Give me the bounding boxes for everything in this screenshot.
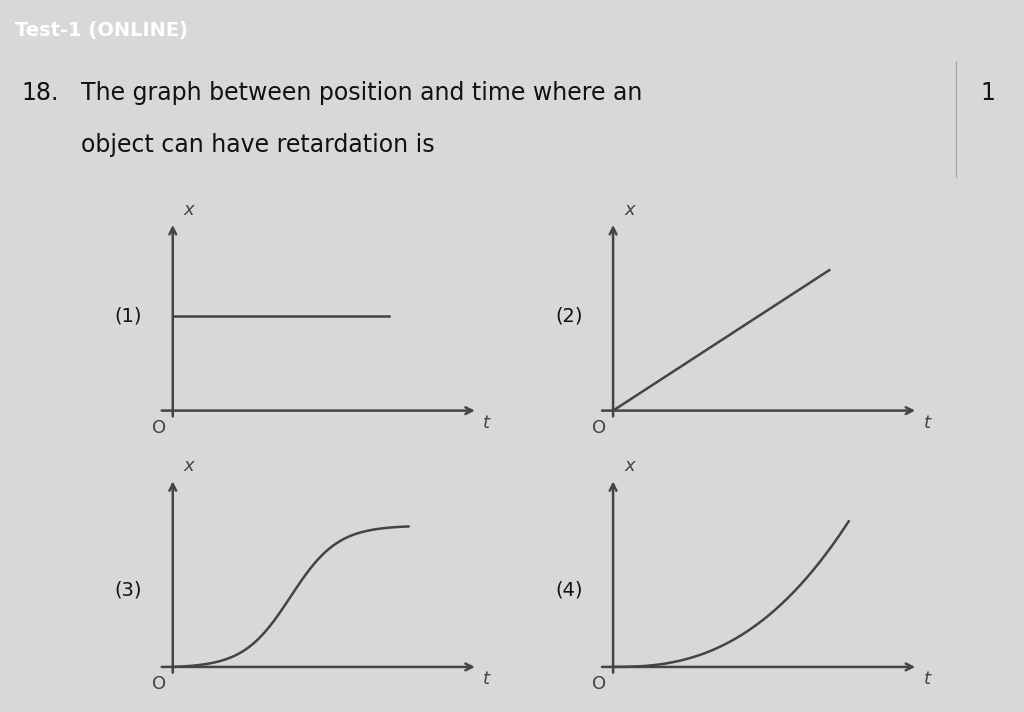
Text: O: O <box>152 419 166 436</box>
Text: (1): (1) <box>115 307 142 326</box>
Text: O: O <box>152 675 166 693</box>
Text: t: t <box>924 414 931 432</box>
Text: x: x <box>184 201 195 219</box>
Text: x: x <box>625 457 635 475</box>
Text: t: t <box>483 671 490 689</box>
Text: x: x <box>625 201 635 219</box>
Text: t: t <box>924 671 931 689</box>
Text: (4): (4) <box>555 580 583 600</box>
Text: 18.: 18. <box>20 81 58 105</box>
Text: object can have retardation is: object can have retardation is <box>81 133 434 157</box>
Text: (2): (2) <box>555 307 583 326</box>
Text: 1: 1 <box>981 81 995 105</box>
Text: Test-1 (ONLINE): Test-1 (ONLINE) <box>15 21 188 40</box>
Text: (3): (3) <box>115 580 142 600</box>
Text: t: t <box>483 414 490 432</box>
Text: The graph between position and time where an: The graph between position and time wher… <box>81 81 642 105</box>
Text: O: O <box>592 419 606 436</box>
Text: x: x <box>184 457 195 475</box>
Text: O: O <box>592 675 606 693</box>
